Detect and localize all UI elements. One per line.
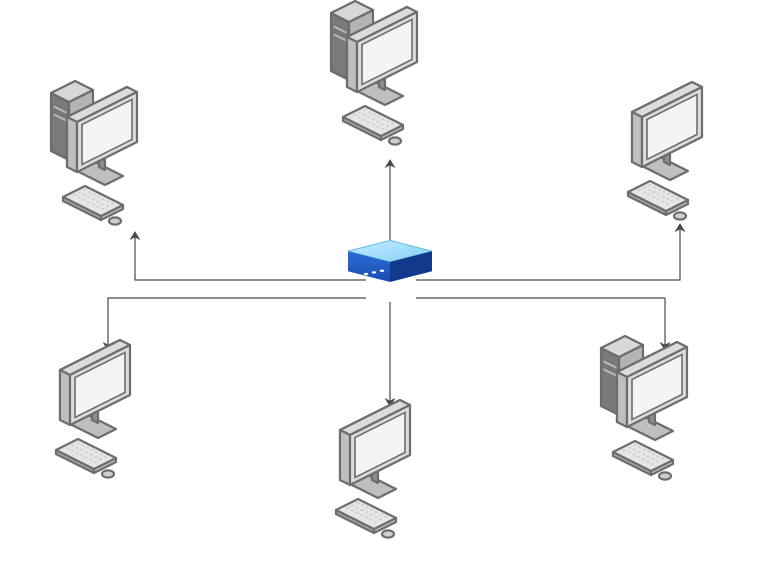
monitor-side [347,37,357,92]
mouse-icon [674,212,686,219]
mouse-icon [109,217,121,224]
edge-pc-top-right [416,224,680,280]
switch-port-light [364,273,368,275]
switch-port-light [380,270,384,272]
monitor-side [60,370,70,425]
network-switch [348,240,432,282]
switch-port-light [372,271,376,273]
pc-bottom-left [56,340,130,478]
mouse-icon [659,472,671,479]
pc-top [331,1,417,145]
edges-layer [108,160,680,406]
monitor-side [632,112,642,167]
edge-pc-top-left [135,232,366,280]
monitor-side [617,372,627,427]
pc-bottom-right [601,336,687,480]
mouse-icon [382,530,394,537]
pc-bottom [336,400,410,538]
pc-top-right [628,82,702,220]
monitor-side [340,430,350,485]
mouse-icon [102,470,114,477]
edge-pc-bottom-left [108,298,366,350]
mouse-icon [389,137,401,144]
pc-top-left [51,81,137,225]
monitor-side [67,117,77,172]
